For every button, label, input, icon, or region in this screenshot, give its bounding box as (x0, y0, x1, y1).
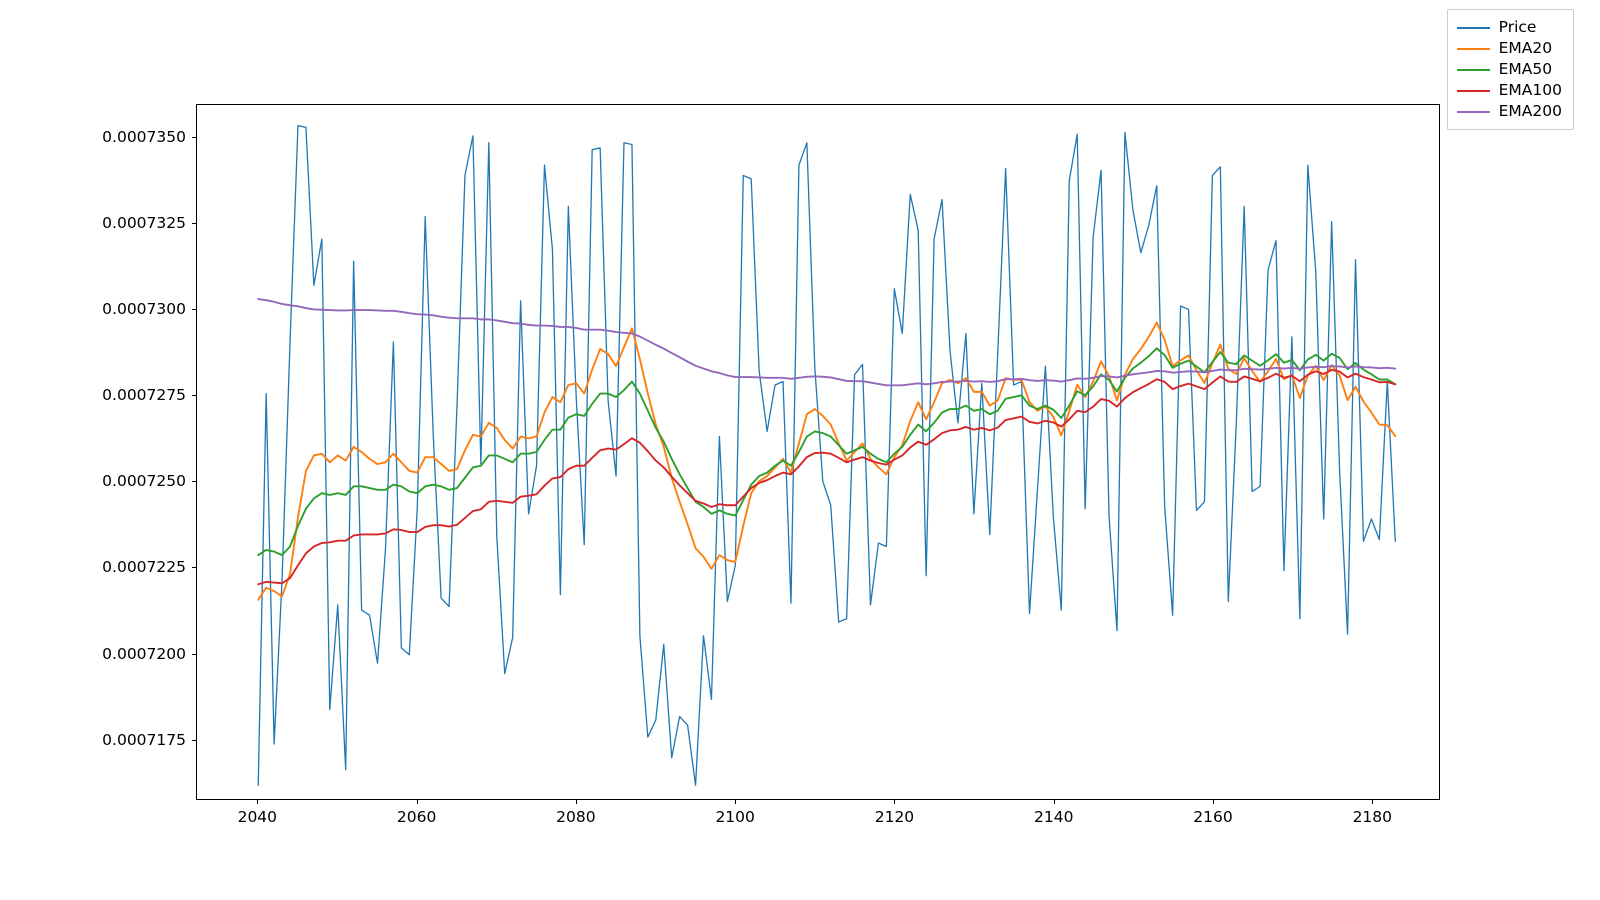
y-axis-tick-label: 0.0007175 (102, 730, 186, 749)
legend-item-label: EMA50 (1498, 59, 1553, 78)
legend-item-label: Price (1498, 17, 1537, 36)
y-axis-tick-mark (192, 137, 196, 138)
x-axis-tick-mark (894, 800, 895, 804)
chart-plot-area (197, 105, 1439, 799)
legend-item-ema20[interactable]: EMA20 (1456, 38, 1562, 59)
legend-item-label: EMA20 (1498, 38, 1553, 57)
y-axis-tick-label: 0.0007300 (102, 300, 186, 318)
x-axis-tick-label: 2120 (874, 808, 915, 826)
y-axis-tick-mark (192, 481, 196, 482)
y-axis-tick-mark (192, 654, 196, 655)
legend-color-swatch (1456, 110, 1490, 113)
legend-item-ema100[interactable]: EMA100 (1456, 80, 1562, 101)
y-axis-tick-mark (192, 223, 196, 224)
x-axis-tick-label: 2060 (396, 808, 437, 826)
series-line-price (258, 126, 1395, 786)
x-axis-tick-label: 2140 (1034, 808, 1074, 826)
y-axis-tick-label: 0.0007250 (102, 472, 186, 491)
x-axis-tick-label: 2180 (1352, 808, 1393, 826)
series-line-ema200 (258, 299, 1395, 385)
y-axis-tick-label: 0.0007325 (102, 213, 186, 232)
legend-item-ema50[interactable]: EMA50 (1456, 59, 1562, 80)
series-line-ema20 (258, 322, 1395, 599)
y-axis-tick-label: 0.0007200 (102, 644, 186, 663)
legend-item-label: EMA100 (1498, 80, 1562, 99)
series-line-ema50 (258, 348, 1395, 555)
y-axis-tick-mark (192, 740, 196, 741)
y-axis-tick-mark (192, 395, 196, 396)
x-axis-tick-label: 2100 (715, 808, 755, 826)
legend-color-swatch (1456, 26, 1490, 29)
y-axis-tick-mark (192, 309, 196, 310)
x-axis-tick-mark (1054, 800, 1055, 804)
x-axis-tick-mark (735, 800, 736, 804)
legend-item-label: EMA200 (1498, 101, 1562, 120)
legend-color-swatch (1456, 68, 1490, 71)
x-axis-tick-label: 2160 (1193, 808, 1233, 826)
x-axis-tick-mark (576, 800, 577, 804)
x-axis-tick-mark (1372, 800, 1373, 804)
x-axis-tick-mark (1213, 800, 1214, 804)
series-line-ema100 (258, 370, 1395, 584)
chart-axes (196, 104, 1440, 800)
legend-color-swatch (1456, 47, 1490, 50)
x-axis-tick-label: 2080 (556, 808, 596, 826)
x-axis-tick-label: 2040 (237, 808, 278, 826)
x-axis-tick-mark (417, 800, 418, 804)
y-axis-tick-label: 0.0007225 (102, 558, 186, 577)
y-axis-tick-label: 0.0007275 (102, 386, 186, 405)
legend-item-price[interactable]: Price (1456, 17, 1562, 38)
chart-legend[interactable]: Price EMA20 EMA50 EMA100 EMA200 (1446, 9, 1574, 130)
y-axis-tick-mark (192, 567, 196, 568)
y-axis-tick-label: 0.0007350 (102, 127, 186, 146)
x-axis-tick-mark (257, 800, 258, 804)
legend-item-ema200[interactable]: EMA200 (1456, 101, 1562, 122)
legend-color-swatch (1456, 89, 1490, 92)
